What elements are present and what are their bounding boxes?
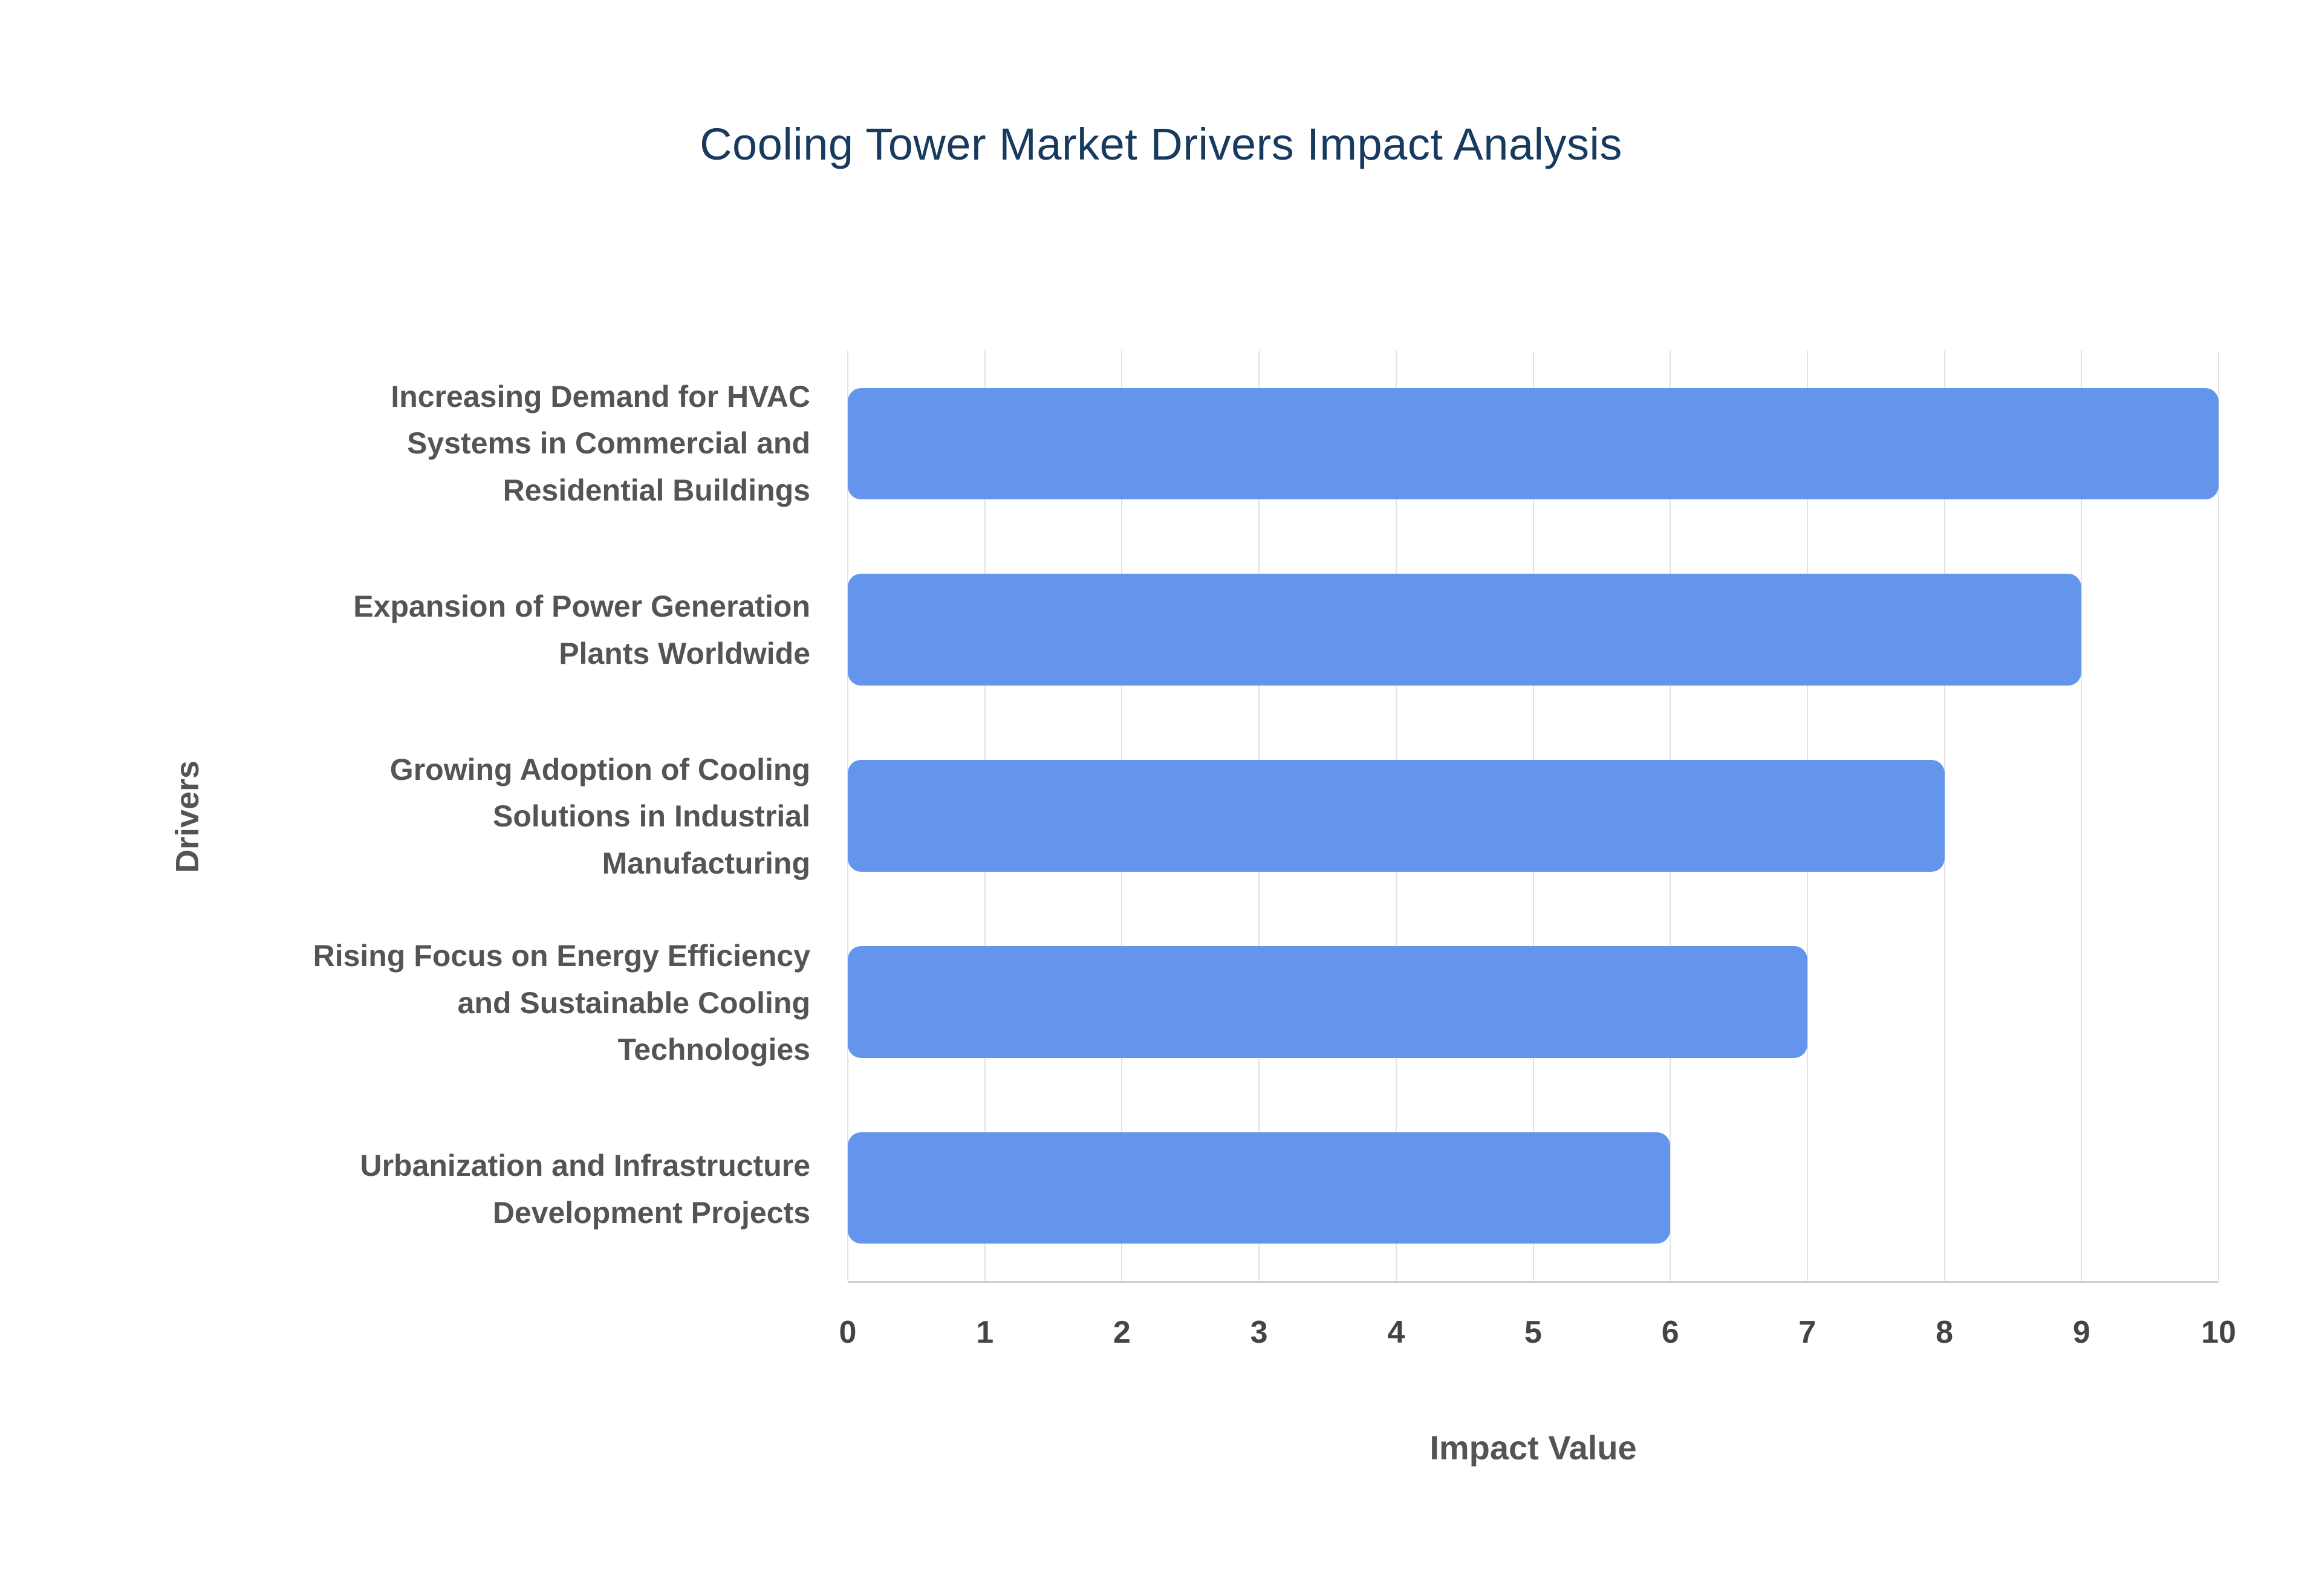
gridline: [2081, 351, 2083, 1281]
bar-row: [848, 1095, 2219, 1281]
x-tick-label: 4: [1387, 1315, 1405, 1350]
x-tick-label: 5: [1524, 1315, 1542, 1350]
x-axis-title: Impact Value: [1429, 1429, 1637, 1467]
bar-row: [848, 909, 2219, 1095]
category-label: Expansion of Power Generation Plants Wor…: [0, 537, 848, 723]
category-label: Urbanization and Infrastructure Developm…: [0, 1097, 848, 1283]
bars-layer: [848, 351, 2219, 1281]
x-tick-label: 10: [2201, 1315, 2236, 1350]
x-axis-tick-labels: 0 1 2 3 4 5 6 7 8 9 10: [839, 1283, 2236, 1367]
x-tick-label: 2: [1113, 1315, 1131, 1350]
bar-row: [848, 537, 2219, 723]
gridline: [1943, 351, 1945, 1281]
x-tick-label: 7: [1798, 1315, 1816, 1350]
gridline: [2218, 351, 2219, 1281]
category-label: Rising Focus on Energy Efficiency and Su…: [0, 910, 848, 1096]
bar-row: [848, 351, 2219, 537]
x-tick-label: 8: [1936, 1315, 1954, 1350]
x-tick-label: 6: [1661, 1315, 1679, 1350]
bar[interactable]: [848, 946, 1807, 1058]
bar[interactable]: [848, 760, 1945, 872]
bar[interactable]: [848, 1132, 1671, 1244]
x-tick-label: 3: [1250, 1315, 1268, 1350]
category-label: Growing Adoption of Cooling Solutions in…: [0, 724, 848, 910]
category-label-text: Expansion of Power Generation Plants Wor…: [353, 589, 810, 670]
category-label-text: Increasing Demand for HVAC Systems in Co…: [391, 379, 810, 507]
bar[interactable]: [848, 574, 2082, 686]
bar-row: [848, 723, 2219, 909]
chart-title: Cooling Tower Market Drivers Impact Anal…: [700, 119, 1622, 169]
x-tick-label: 0: [839, 1315, 857, 1350]
x-tick-label: 1: [976, 1315, 994, 1350]
x-tick-label: 9: [2072, 1315, 2090, 1350]
category-label: Increasing Demand for HVAC Systems in Co…: [0, 351, 848, 537]
bar[interactable]: [848, 388, 2219, 500]
category-label-text: Rising Focus on Energy Efficiency and Su…: [313, 939, 810, 1067]
y-axis-category-labels: Increasing Demand for HVAC Systems in Co…: [0, 351, 848, 1283]
category-label-text: Urbanization and Infrastructure Developm…: [360, 1149, 810, 1230]
plot-area: [847, 351, 2219, 1283]
category-label-text: Growing Adoption of Cooling Solutions in…: [389, 752, 810, 880]
